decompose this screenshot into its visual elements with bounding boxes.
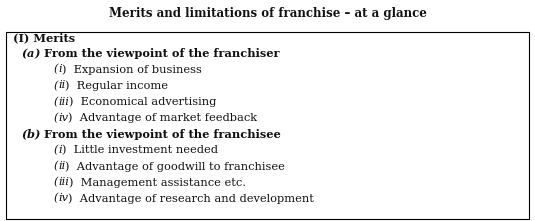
Text: )  Advantage of goodwill to franchisee: ) Advantage of goodwill to franchisee (65, 161, 285, 172)
Text: a: a (27, 48, 34, 59)
Text: From the viewpoint of the franchiser: From the viewpoint of the franchiser (43, 48, 279, 59)
Text: i: i (58, 145, 62, 155)
Text: (: ( (21, 48, 27, 59)
Text: (: ( (54, 193, 58, 204)
Text: (: ( (54, 145, 58, 155)
Text: i: i (58, 64, 62, 74)
Text: (I) Merits: (I) Merits (13, 32, 75, 43)
Text: ii: ii (58, 80, 65, 90)
Text: Merits and limitations of franchise – at a glance: Merits and limitations of franchise – at… (109, 7, 426, 20)
Text: (: ( (54, 80, 58, 91)
Text: )  Expansion of business: ) Expansion of business (62, 64, 202, 75)
Text: ): ) (34, 48, 43, 59)
Bar (6, 32, 529, 219)
Text: (: ( (54, 97, 58, 107)
Text: (: ( (21, 129, 27, 140)
Text: )  Advantage of research and development: ) Advantage of research and development (68, 193, 314, 204)
Text: (: ( (54, 64, 58, 75)
Text: )  Economical advertising: ) Economical advertising (69, 97, 216, 107)
Text: From the viewpoint of the franchisee: From the viewpoint of the franchisee (44, 129, 281, 140)
Text: )  Little investment needed: ) Little investment needed (62, 145, 218, 155)
Text: iii: iii (58, 177, 69, 187)
Text: )  Regular income: ) Regular income (65, 80, 168, 91)
Text: ): ) (35, 129, 44, 140)
Text: (: ( (54, 177, 58, 188)
Text: )  Advantage of market feedback: ) Advantage of market feedback (68, 113, 257, 123)
Text: ii: ii (58, 161, 65, 171)
Text: b: b (27, 129, 35, 140)
Text: (: ( (54, 161, 58, 171)
Text: iii: iii (58, 97, 69, 107)
Text: iv: iv (58, 193, 68, 203)
Text: (: ( (54, 113, 58, 123)
Text: )  Management assistance etc.: ) Management assistance etc. (69, 177, 246, 188)
Text: iv: iv (58, 113, 68, 123)
